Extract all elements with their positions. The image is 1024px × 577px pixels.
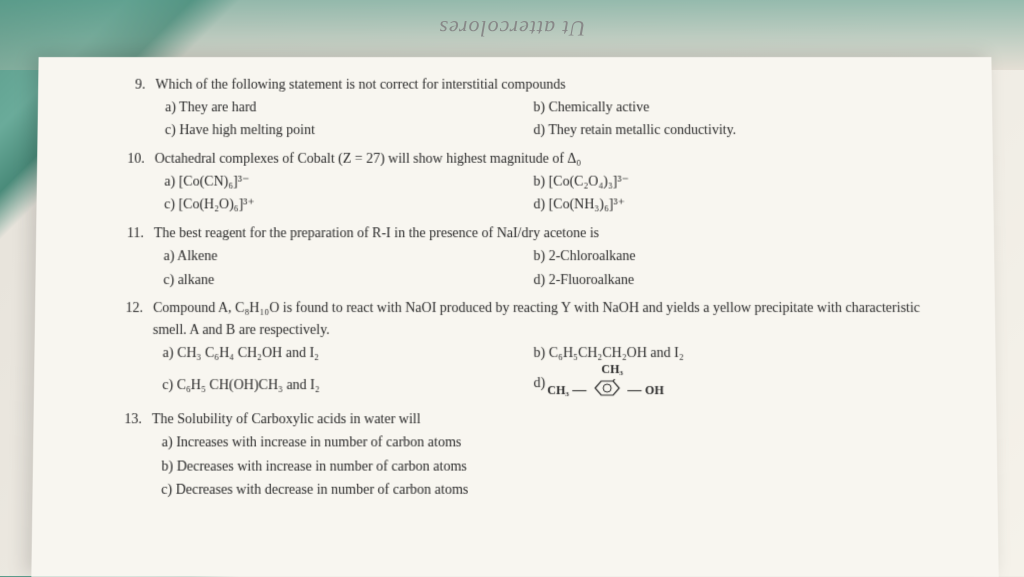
q10-option-b: b) [Co(C₂O₄)₃]³⁻	[533, 170, 902, 193]
q12-option-b: b) C₆H₅CH₂CH₂OH and I₂	[534, 342, 905, 366]
q10-option-a: a) [Co(CN)₆]³⁻	[164, 170, 533, 193]
q13-number: 13.	[114, 409, 142, 431]
question-9: 9. Which of the following statement is n…	[117, 75, 933, 143]
q11-text: The best reagent for the preparation of …	[154, 223, 934, 245]
q11-option-a: a) Alkene	[163, 245, 533, 269]
q12-option-d: d) CH₃ CH₃ — — OH	[534, 365, 906, 403]
q12-number: 12.	[115, 298, 143, 320]
q12-d-oh: OH	[645, 383, 664, 397]
q9-text: Which of the following statement is not …	[155, 75, 932, 96]
q13-option-b: b) Decreases with increase in number of …	[161, 455, 985, 479]
benzene-ring-icon	[590, 379, 624, 397]
q12-option-c: c) C₆H₅ CH(OH)CH₃ and I₂	[162, 365, 534, 403]
q13-text: The Solubility of Carboxylic acids in wa…	[152, 409, 937, 431]
q10-text: Octahedral complexes of Cobalt (Z = 27) …	[155, 149, 934, 170]
q9-option-a: a) They are hard	[165, 96, 533, 119]
q13-option-c: c) Decreases with decrease in number of …	[161, 479, 985, 503]
question-13: 13. The Solubility of Carboxylic acids i…	[113, 409, 937, 502]
q9-number: 9.	[118, 75, 146, 96]
question-11: 11. The best reagent for the preparation…	[115, 223, 934, 292]
q10-number: 10.	[117, 149, 145, 170]
q12-d-ch3-left: CH₃	[547, 383, 569, 397]
question-12: 12. Compound A, C₈H₁₀O is found to react…	[114, 298, 936, 403]
q12-d-ch3-top: CH₃	[601, 360, 623, 379]
q12-d-prefix: d)	[534, 373, 546, 395]
q11-option-c: c) alkane	[163, 269, 533, 293]
q10-option-d: d) [Co(NH₃)₆]³⁺	[533, 194, 903, 218]
q13-option-a: a) Increases with increase in number of …	[162, 431, 985, 455]
textbook-page: 9. Which of the following statement is n…	[31, 57, 998, 577]
q11-number: 11.	[116, 223, 144, 245]
q11-option-d: d) 2-Fluoroalkane	[534, 269, 904, 293]
q9-option-d: d) They retain metallic conductivity.	[533, 120, 902, 143]
q10-option-c: c) [Co(H₂O)₆]³⁺	[164, 194, 533, 218]
q12-option-a: a) CH₃ C₆H₄ CH₂OH and I₂	[162, 342, 533, 366]
q11-option-b: b) 2-Chloroalkane	[534, 245, 904, 269]
question-10: 10. Octahedral complexes of Cobalt (Z = …	[116, 149, 934, 217]
q9-option-b: b) Chemically active	[533, 96, 901, 119]
q9-option-c: c) Have high melting point	[165, 120, 534, 143]
q12-text: Compound A, C₈H₁₀O is found to react wit…	[153, 298, 936, 341]
header-reversed-text: Ut attercolores	[438, 15, 585, 41]
